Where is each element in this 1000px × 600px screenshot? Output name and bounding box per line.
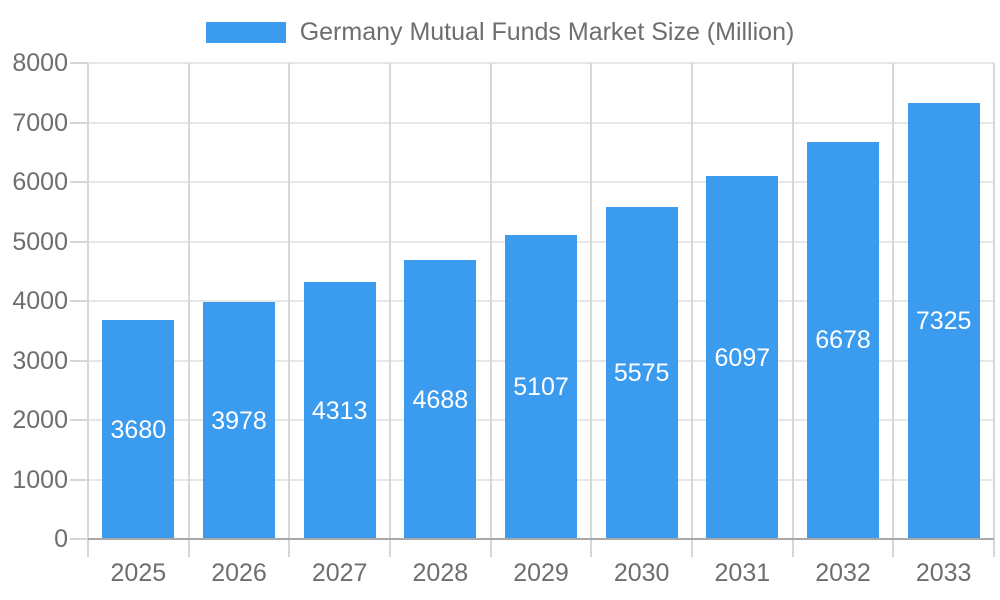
y-axis-label: 4000 [12,287,68,315]
bar-value-label-2033: 7325 [915,307,972,336]
legend[interactable]: Germany Mutual Funds Market Size (Millio… [0,17,1000,47]
legend-label: Germany Mutual Funds Market Size (Millio… [299,18,795,46]
category-boundary-line [993,63,995,557]
bar-2028[interactable]: 4688 [404,260,477,539]
y-axis-label: 1000 [12,465,68,494]
y-axis-label: 2000 [12,406,68,434]
y-axis-tick [70,538,88,540]
y-axis-label: 5000 [12,227,68,256]
y-axis-label: 7000 [12,108,68,137]
y-axis-label: 3000 [12,346,68,375]
y-axis-label: 8000 [12,49,68,77]
category-boundary-line [590,63,593,557]
category-boundary-line [691,63,693,557]
y-axis-tick [70,478,88,481]
bar-value-label-2031: 6097 [714,343,771,372]
bar-2030[interactable]: 5575 [605,207,678,539]
category-boundary-line [892,63,895,557]
y-axis-tick [70,62,88,64]
bar-value-label-2029: 5107 [513,373,569,402]
y-axis-tick [70,300,88,302]
bar-value-label-2027: 4313 [311,396,368,425]
y-axis-tick [70,240,88,243]
bar-2026[interactable]: 3978 [203,302,275,539]
x-axis-label-2025: 2025 [110,559,167,587]
bar-2031[interactable]: 6097 [706,176,779,539]
bar-2033[interactable]: 7325 [907,103,980,539]
bar-value-label-2030: 5575 [613,359,670,388]
x-axis-label-2026: 2026 [211,559,267,587]
y-axis-label: 6000 [12,168,68,196]
legend-swatch-icon [205,21,286,43]
bar-2027[interactable]: 4313 [303,282,376,539]
y-axis-tick [70,181,88,183]
bar-2032[interactable]: 6678 [807,141,879,539]
bar-value-label-2032: 6678 [815,326,871,355]
x-axis-label-2032: 2032 [815,559,871,587]
gridline-y-7000 [88,121,994,124]
x-axis-label-2027: 2027 [311,559,368,587]
category-boundary-line [389,63,391,557]
category-boundary-line [187,63,190,557]
category-boundary-line [489,63,492,557]
x-axis-label-2028: 2028 [412,559,469,587]
bar-2025[interactable]: 3680 [102,320,175,539]
bar-value-label-2026: 3978 [211,406,267,435]
gridline-y-6000 [88,181,994,183]
x-axis-label-2031: 2031 [714,559,771,587]
y-axis-label: 0 [54,525,68,553]
bar-2029[interactable]: 5107 [505,235,577,539]
x-axis-line [88,538,994,540]
y-axis-tick [70,121,88,124]
x-axis-label-2033: 2033 [915,559,972,587]
bar-value-label-2025: 3680 [110,415,167,444]
bar-value-label-2028: 4688 [412,385,469,414]
x-axis-label-2029: 2029 [513,559,569,587]
category-boundary-line [791,63,794,557]
y-axis-line [87,63,89,557]
category-boundary-line [288,63,291,557]
y-axis-tick [70,359,88,362]
x-axis-label-2030: 2030 [613,559,670,587]
y-axis-tick [70,419,88,421]
gridline-y-8000 [88,62,994,64]
